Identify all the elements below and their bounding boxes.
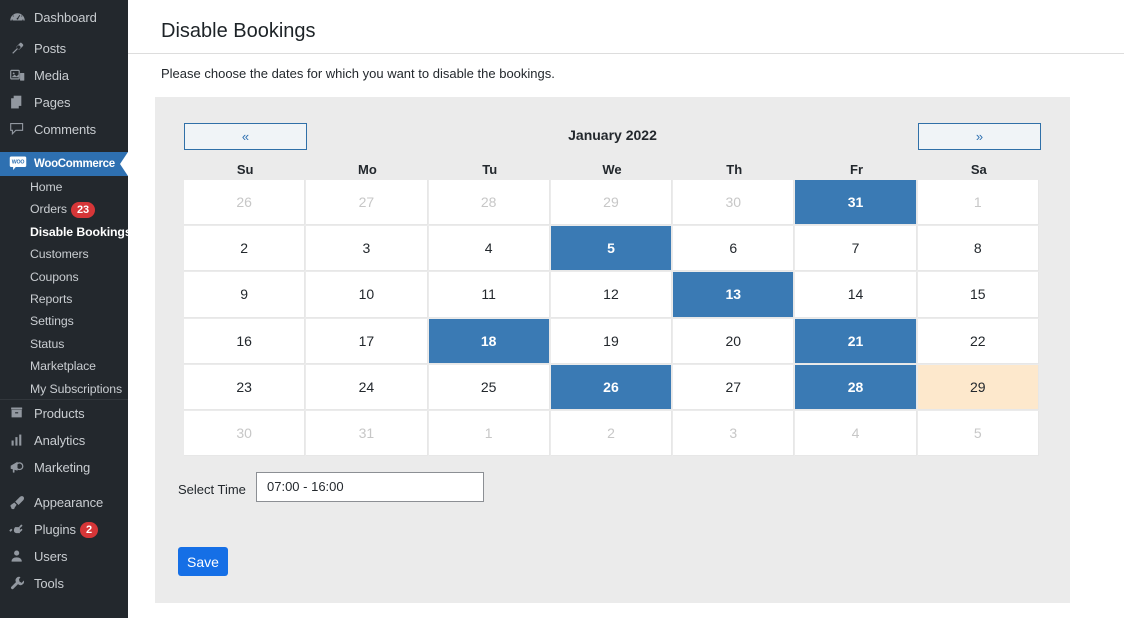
svg-text:WOO: WOO — [12, 160, 25, 166]
